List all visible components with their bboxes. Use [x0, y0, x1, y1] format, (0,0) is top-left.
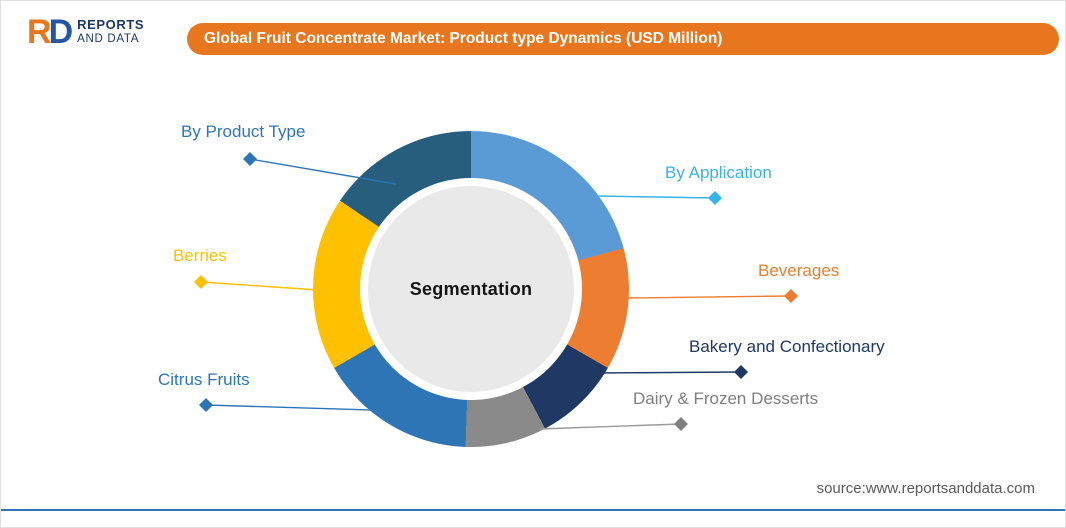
callout-line-dairy: [538, 423, 682, 430]
callout-line-by-application: [597, 195, 716, 199]
diamond-marker-beverages: [784, 289, 798, 303]
callout-label-dairy: Dairy & Frozen Desserts: [633, 389, 819, 408]
brand-name: REPORTS AND DATA: [77, 17, 144, 46]
source-text: source:www.reportsanddata.com: [816, 480, 1035, 497]
callout-label-by-application: By Application: [665, 163, 772, 182]
brand-name-line1: REPORTS: [77, 17, 145, 33]
donut-chart: Segmentation: [313, 131, 629, 447]
callout-label-citrus-fruits: Citrus Fruits: [158, 370, 250, 389]
segmentation-label: Segmentation: [409, 278, 533, 299]
header-ribbon: Global Fruit Concentrate Market: Product…: [187, 23, 1059, 55]
brand-mark: RD: [27, 13, 74, 51]
brand-name-line2: AND DATA: [77, 32, 140, 45]
diamond-marker-by-application: [708, 191, 722, 205]
diamond-marker-bakery: [734, 365, 748, 379]
diamond-marker-by-product-type: [243, 152, 257, 166]
callout-label-bakery: Bakery and Confectionary: [689, 337, 885, 356]
brand-mark-d: D: [48, 13, 74, 51]
callout-label-beverages: Beverages: [758, 261, 840, 280]
footer-rule: [1, 509, 1065, 511]
diamond-marker-citrus-fruits: [199, 398, 213, 412]
chart-title: Global Fruit Concentrate Market: Product…: [204, 30, 723, 47]
diamond-marker-berries: [194, 275, 208, 289]
callout-label-by-product-type: By Product Type: [181, 122, 306, 141]
brand-mark-r: R: [27, 13, 52, 51]
callout-line-bakery: [597, 371, 742, 374]
callout-line-beverages: [625, 295, 792, 299]
diamond-marker-dairy: [674, 417, 688, 431]
brand-logo: RD REPORTS AND DATA: [27, 15, 144, 49]
donut-center: Segmentation: [368, 186, 574, 392]
callout-label-berries: Berries: [173, 246, 227, 265]
